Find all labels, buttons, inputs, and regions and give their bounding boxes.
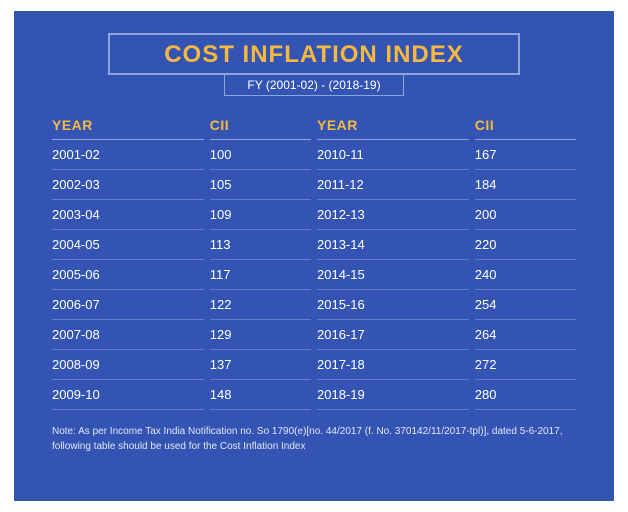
subtitle-box: FY (2001-02) - (2018-19)	[224, 74, 403, 96]
table-header: CII	[475, 111, 576, 140]
table-cell: 167	[475, 140, 576, 170]
table-header: YEAR	[317, 111, 469, 140]
table-cell: 137	[210, 350, 311, 380]
table-cell: 109	[210, 200, 311, 230]
table-cell: 2012-13	[317, 200, 469, 230]
table-cell: 264	[475, 320, 576, 350]
table-cell: 2015-16	[317, 290, 469, 320]
title-text: COST INFLATION INDEX	[164, 41, 464, 69]
table-cell: 2006-07	[52, 290, 204, 320]
table-cell: 122	[210, 290, 311, 320]
table-cell: 2016-17	[317, 320, 469, 350]
table-cell: 148	[210, 380, 311, 410]
table-cell: 220	[475, 230, 576, 260]
table-cell: 2013-14	[317, 230, 469, 260]
table-cell: 2005-06	[52, 260, 204, 290]
table-cell: 272	[475, 350, 576, 380]
table-cell: 113	[210, 230, 311, 260]
footnote: Note: As per Income Tax India Notificati…	[52, 424, 576, 454]
table-header: YEAR	[52, 111, 204, 140]
title-box: COST INFLATION INDEX	[108, 33, 520, 75]
table-cell: 184	[475, 170, 576, 200]
table-cell: 2008-09	[52, 350, 204, 380]
table-cell: 117	[210, 260, 311, 290]
table-cell: 2014-15	[317, 260, 469, 290]
table-cell: 2011-12	[317, 170, 469, 200]
table-cell: 280	[475, 380, 576, 410]
table-header: CII	[210, 111, 311, 140]
table-cell: 129	[210, 320, 311, 350]
table-cell: 2009-10	[52, 380, 204, 410]
table-cell: 254	[475, 290, 576, 320]
table-cell: 100	[210, 140, 311, 170]
table-cell: 2001-02	[52, 140, 204, 170]
table-cell: 2002-03	[52, 170, 204, 200]
cii-table: YEARCIIYEARCII2001-021002010-111672002-0…	[52, 111, 576, 410]
table-cell: 2017-18	[317, 350, 469, 380]
inflation-index-card: COST INFLATION INDEX FY (2001-02) - (201…	[14, 11, 614, 501]
table-cell: 2018-19	[317, 380, 469, 410]
table-cell: 2004-05	[52, 230, 204, 260]
table-cell: 2003-04	[52, 200, 204, 230]
subtitle-text: FY (2001-02) - (2018-19)	[247, 78, 380, 92]
table-cell: 200	[475, 200, 576, 230]
table-cell: 105	[210, 170, 311, 200]
table-cell: 2010-11	[317, 140, 469, 170]
table-cell: 2007-08	[52, 320, 204, 350]
table-cell: 240	[475, 260, 576, 290]
